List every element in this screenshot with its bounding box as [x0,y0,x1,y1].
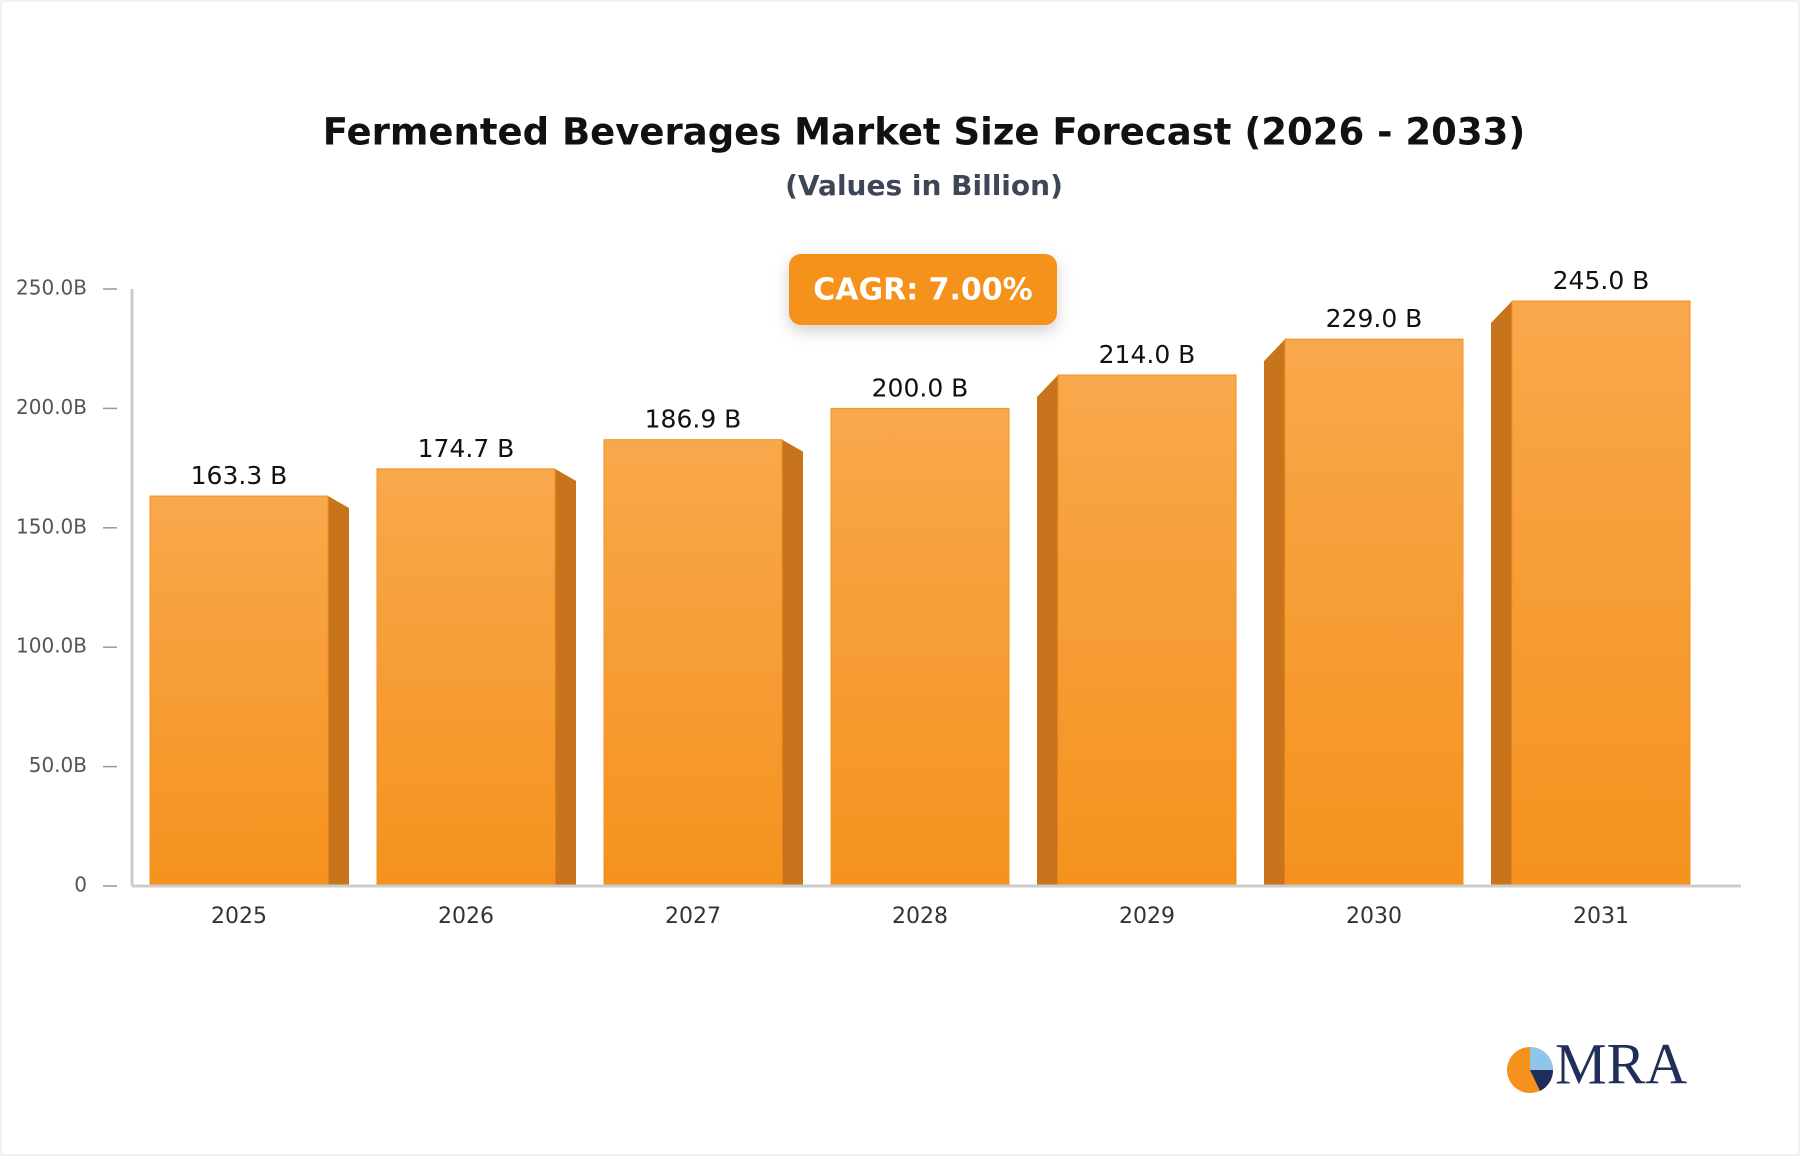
x-tick-label: 2031 [1573,904,1629,929]
bar-side [555,468,576,886]
bar-side [782,439,803,886]
logo: MRA [1507,1031,1687,1096]
x-tick-label: 2025 [211,904,267,929]
logo-icon [1530,1070,1554,1091]
y-tick-label: 0 [74,873,87,897]
bar-side [1037,374,1058,886]
bar [1284,338,1464,887]
cagr-text: CAGR: 7.00% [813,273,1032,308]
bar [376,468,556,887]
value-label: 229.0 B [1326,304,1423,333]
logo-text: MRA [1555,1031,1687,1096]
value-label: 200.0 B [872,373,969,402]
x-tick-label: 2026 [438,904,494,929]
y-tick-label: 150.0B [16,514,87,538]
y-tick-label: 250.0B [16,276,87,300]
value-label: 163.3 B [191,461,288,490]
chart-title: Fermented Beverages Market Size Forecast… [323,111,1526,154]
bar-side [1264,339,1285,886]
bar [1057,374,1237,887]
cagr-badge [789,254,1057,325]
bar-side [1491,300,1512,886]
value-label: 186.9 B [645,405,742,434]
chart-subtitle: (Values in Billion) [785,169,1063,202]
bar [149,495,329,887]
y-tick-label: 200.0B [16,395,87,419]
x-tick-label: 2027 [665,904,721,929]
y-tick-label: 100.0B [16,634,87,658]
x-tick-label: 2030 [1346,904,1402,929]
bar-side [328,496,349,886]
bar [603,439,783,887]
value-label: 214.0 B [1099,340,1196,369]
value-label: 245.0 B [1553,266,1650,295]
y-tick-label: 50.0B [29,753,87,777]
x-tick-label: 2028 [892,904,948,929]
x-tick-label: 2029 [1119,904,1175,929]
logo-icon [1530,1047,1553,1070]
bar [1511,300,1691,887]
value-label: 174.7 B [418,434,515,463]
bar [830,407,1010,887]
